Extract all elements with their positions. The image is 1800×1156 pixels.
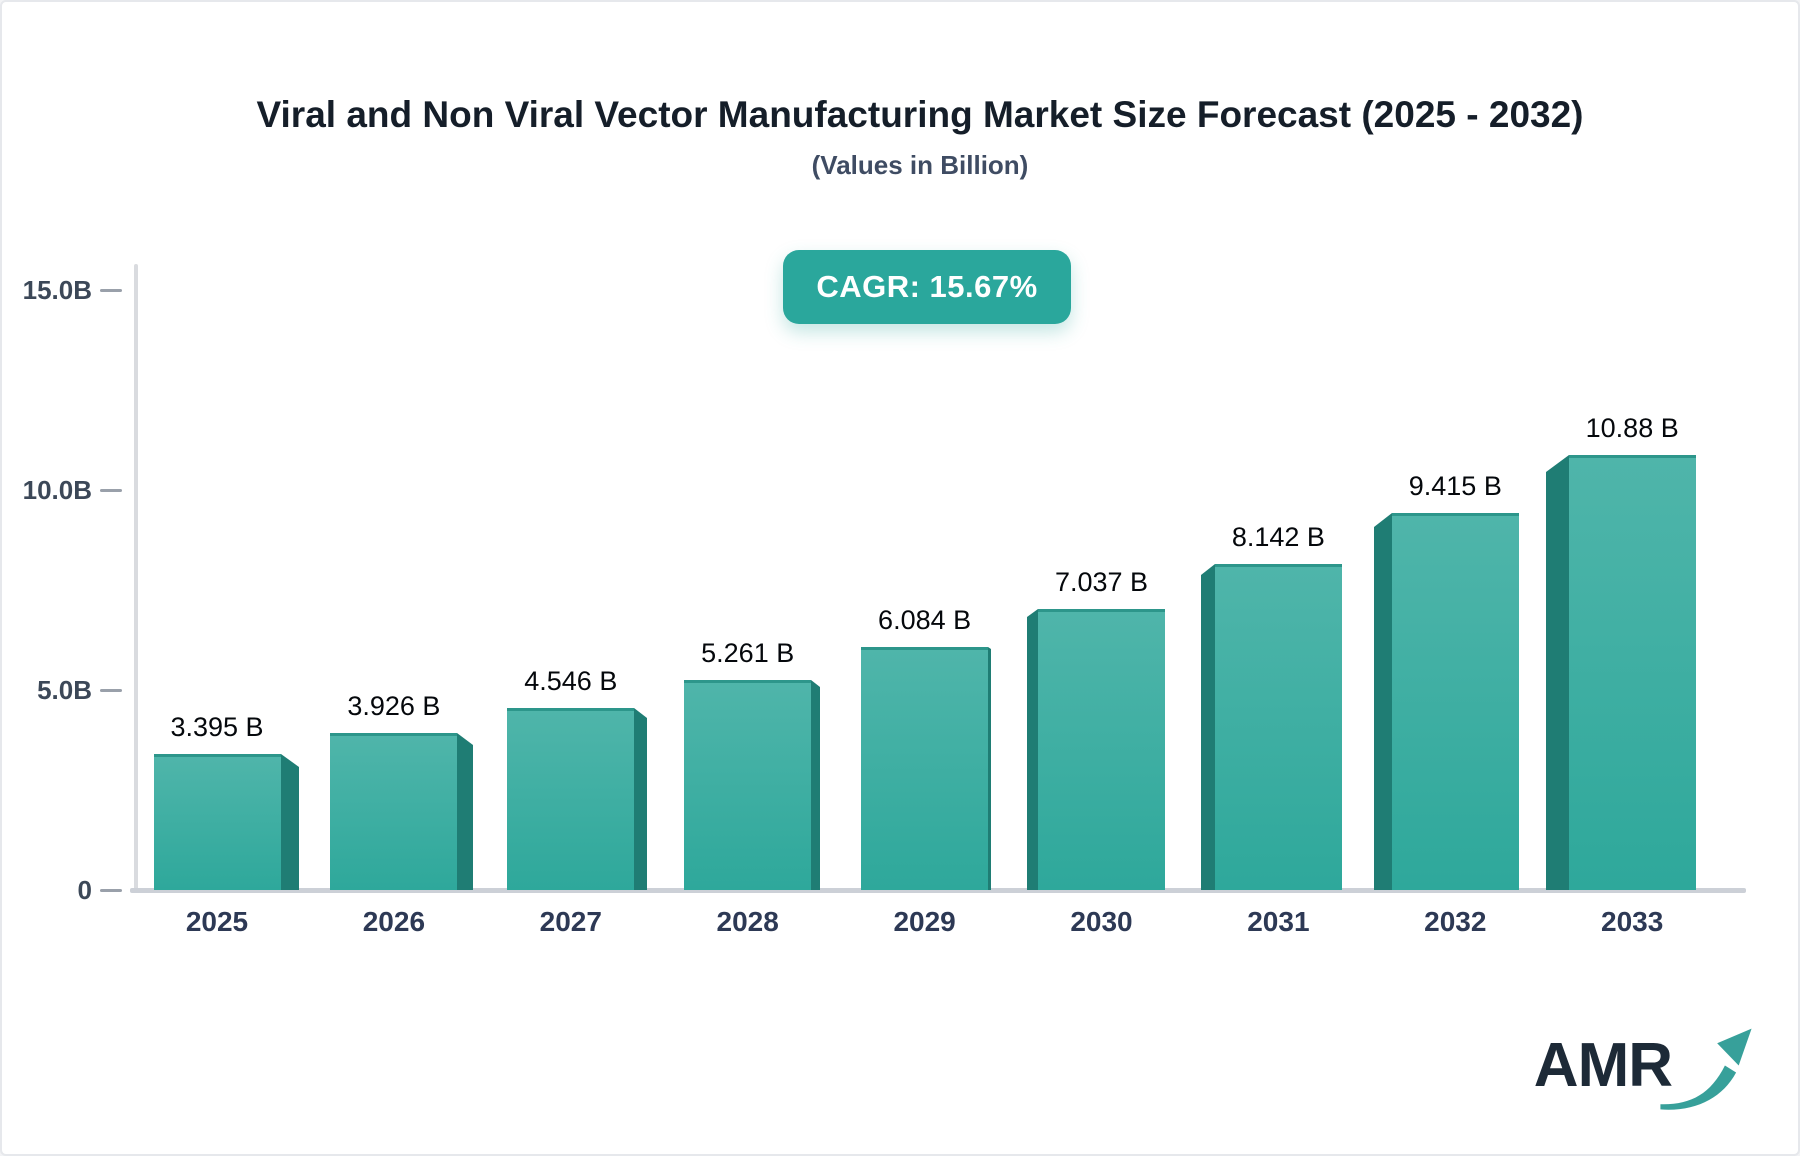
x-axis-line: [130, 888, 1746, 893]
x-axis-label: 2029: [893, 906, 956, 937]
growth-arrow-icon: [1660, 1028, 1752, 1110]
y-axis-line: [134, 264, 138, 892]
bar-2026: [330, 733, 457, 890]
bar-2030: [1038, 609, 1165, 890]
bar-side-face: [1201, 564, 1215, 890]
x-axis-label: 2030: [1070, 906, 1133, 937]
bar-2032: [1392, 513, 1519, 890]
x-axis-label: 2026: [362, 906, 426, 937]
bar-side-face: [988, 647, 991, 890]
bar-value-label: 9.415 B: [1408, 471, 1502, 501]
bar-side-face: [1546, 455, 1569, 890]
x-axis-label: 2032: [1424, 906, 1487, 937]
amr-logo: AMR: [1534, 1020, 1754, 1112]
y-axis-tick-label: 0: [77, 875, 92, 905]
bar-value-label: 6.084 B: [878, 605, 972, 635]
bar-side-face: [281, 754, 299, 890]
x-axis-label: 2031: [1247, 906, 1310, 937]
bar-2027: [507, 708, 634, 890]
x-axis-label: 2025: [185, 906, 249, 937]
bar-2025: [154, 754, 281, 890]
bar-side-face: [634, 708, 647, 890]
chart-title: Viral and Non Viral Vector Manufacturing…: [256, 94, 1584, 135]
bar-side-face: [457, 733, 473, 890]
bar-2028: [684, 680, 811, 890]
bar-2031: [1215, 564, 1342, 890]
bar-value-label: 8.142 B: [1231, 522, 1325, 552]
chart-subtitle: (Values in Billion): [811, 150, 1029, 180]
bar-value-label: 3.395 B: [170, 712, 264, 742]
bar-value-label: 7.037 B: [1054, 567, 1149, 597]
x-axis-label: 2028: [716, 906, 779, 937]
bar-side-face: [1374, 513, 1392, 890]
cagr-badge: CAGR: 15.67%: [783, 250, 1071, 324]
x-axis-label: 2033: [1601, 906, 1664, 937]
y-axis-tick-mark: [100, 489, 122, 492]
bar-side-face: [811, 680, 820, 890]
y-axis-tick-label: 5.0B: [37, 675, 92, 705]
amr-logo-text: AMR: [1533, 1031, 1673, 1100]
y-axis-tick-mark: [100, 689, 122, 692]
y-axis-tick-mark: [100, 889, 122, 892]
bar-value-label: 10.88 B: [1585, 413, 1679, 443]
y-axis-tick-label: 15.0B: [22, 275, 92, 305]
y-axis-tick-mark: [100, 289, 122, 292]
bar-value-label: 5.261 B: [701, 638, 795, 668]
bar-side-face: [1027, 609, 1038, 890]
y-axis-tick-label: 10.0B: [22, 475, 92, 505]
bar-value-label: 3.926 B: [347, 691, 441, 721]
bar-value-label: 4.546 B: [524, 666, 618, 696]
x-axis-label: 2027: [539, 906, 602, 937]
bar-2029: [861, 647, 988, 890]
bar-2033: [1569, 455, 1696, 890]
